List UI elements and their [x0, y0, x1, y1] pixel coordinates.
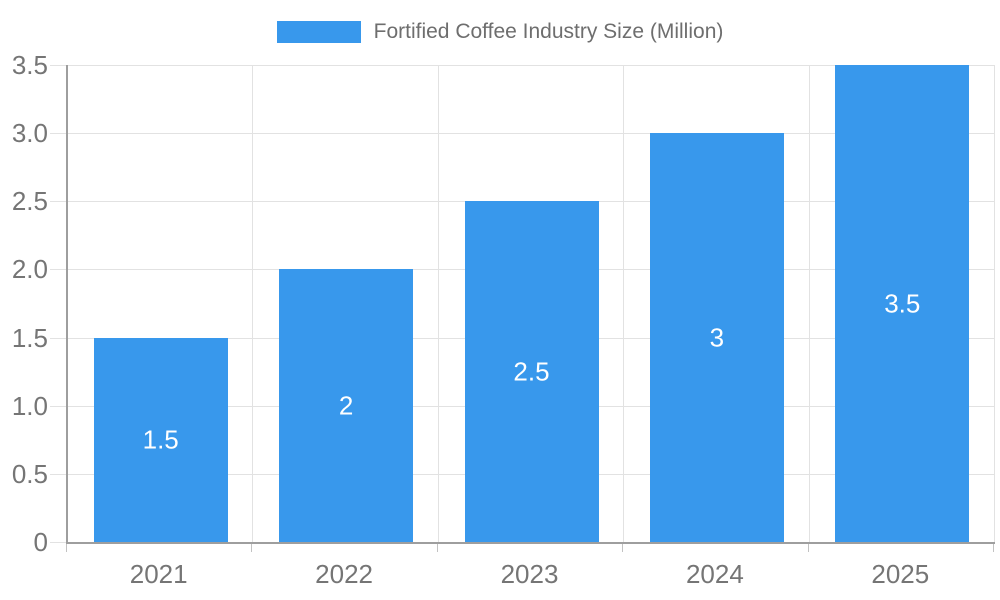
bar-2022[interactable]	[279, 269, 414, 542]
x-axis-tick-mark	[807, 544, 809, 552]
chart-legend: Fortified Coffee Industry Size (Million)	[0, 18, 1000, 46]
bar-value-label: 3.5	[884, 288, 921, 318]
y-axis-tick-label: 2.5	[11, 186, 48, 217]
plot-area: 1.5 2 2.5 3 3.5	[66, 65, 995, 544]
y-axis-tick-mark	[50, 337, 66, 339]
bar-2025[interactable]	[835, 65, 970, 542]
y-axis-tick-mark	[50, 133, 66, 135]
y-axis-tick-mark	[50, 269, 66, 271]
bar-2021[interactable]	[93, 337, 228, 542]
x-axis-category-label: 2022	[315, 559, 374, 589]
gridline-vertical	[808, 65, 810, 542]
legend-series-label: Fortified Coffee Industry Size (Million)	[373, 20, 724, 43]
gridline-vertical	[623, 65, 625, 542]
y-axis-tick-label: 1.5	[11, 322, 48, 353]
gridline-vertical	[437, 65, 439, 542]
gridline-horizontal	[68, 133, 995, 135]
y-axis-tick-mark	[50, 405, 66, 407]
legend-swatch-icon	[276, 21, 361, 43]
gridline-vertical	[994, 65, 995, 542]
y-axis-tick-mark	[50, 473, 66, 475]
y-axis-tick-mark	[50, 542, 66, 543]
y-axis-tick-label: 0	[33, 527, 48, 557]
y-axis-tick-label: 1.0	[11, 390, 48, 421]
bar-value-label: 3	[709, 322, 725, 353]
x-axis-category-label: 2025	[871, 559, 930, 589]
bar-value-label: 2.5	[513, 356, 550, 387]
bar-2024[interactable]	[649, 133, 784, 542]
x-axis-tick-mark	[66, 544, 67, 552]
x-axis-tick-mark	[622, 544, 624, 552]
x-axis-category-label: 2023	[500, 559, 559, 589]
gridline-vertical	[252, 65, 254, 542]
y-axis-tick-label: 2.0	[11, 254, 48, 285]
y-axis-tick-mark	[50, 65, 66, 66]
x-axis-tick-mark	[251, 544, 253, 552]
y-axis-tick-mark	[50, 201, 66, 203]
gridline-horizontal	[68, 65, 995, 66]
x-axis-tick-mark	[993, 544, 994, 552]
bar-2023[interactable]	[464, 201, 599, 542]
y-axis-tick-label: 3.0	[11, 118, 48, 149]
bar-value-label: 1.5	[142, 424, 179, 455]
x-axis-tick-mark	[436, 544, 438, 552]
y-axis-tick-label: 0.5	[11, 458, 48, 489]
x-axis-category-label: 2024	[685, 559, 744, 589]
legend-item[interactable]: Fortified Coffee Industry Size (Million)	[276, 18, 724, 46]
y-axis-tick-label: 3.5	[11, 50, 48, 80]
x-axis-category-label: 2021	[129, 559, 188, 589]
bar-value-label: 2	[338, 390, 354, 421]
